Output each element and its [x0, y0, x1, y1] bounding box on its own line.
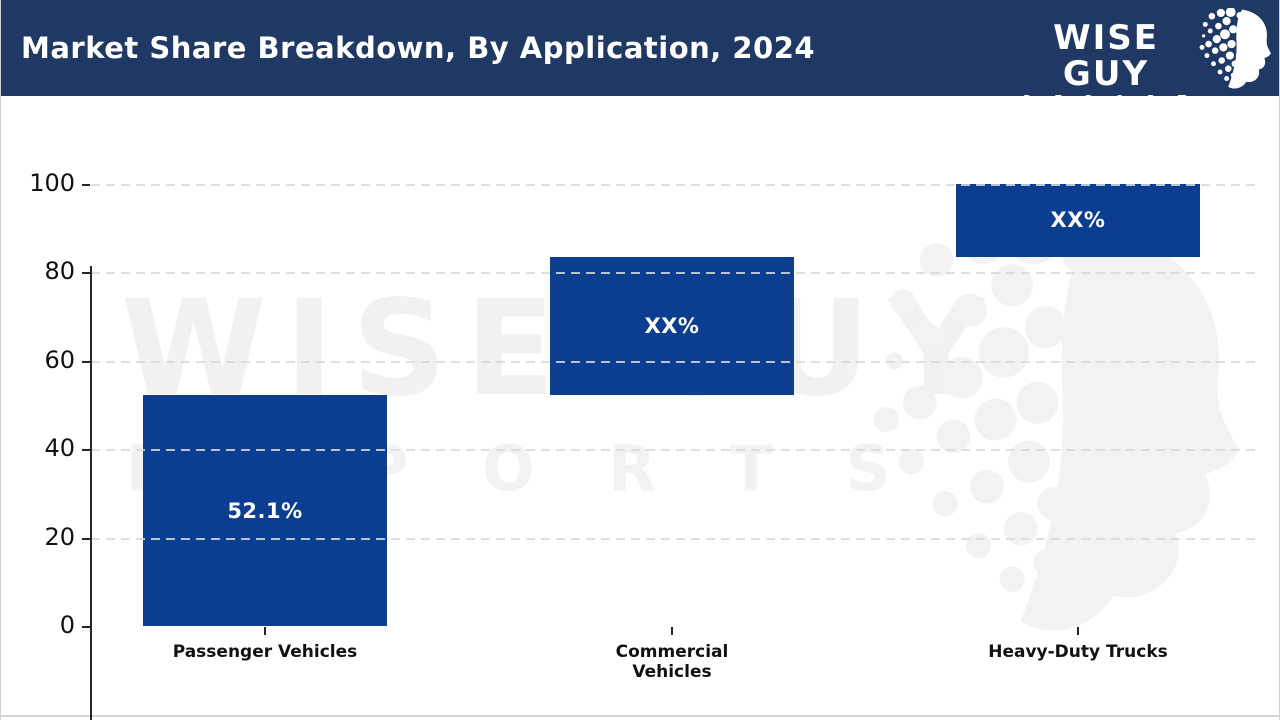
- watermark-face-icon: [873, 218, 1239, 631]
- wiseguy-logo: WISE GUY R E P O R T S: [1017, 8, 1271, 124]
- bar-value-label: XX%: [644, 313, 700, 338]
- y-axis-line: [90, 266, 92, 720]
- logo-subtitle: R E P O R T S: [1023, 94, 1195, 124]
- y-tick-mark-100: [82, 183, 90, 186]
- y-tick-mark-20: [82, 537, 90, 540]
- bar-value-label: 52.1%: [227, 498, 303, 523]
- x-tick-mark-0: [264, 627, 266, 635]
- x-tick-mark-1: [671, 627, 673, 635]
- y-tick-label-40: 40: [44, 434, 75, 462]
- gridline-y20: [91, 537, 1256, 540]
- x-category-label-2: Heavy-Duty Trucks: [988, 642, 1168, 662]
- dotted-face-icon: [1199, 8, 1271, 89]
- x-category-label-1: Commercial Vehicles: [615, 642, 729, 682]
- page-title: Market Share Breakdown, By Application, …: [21, 31, 816, 65]
- bar-value-label: XX%: [1050, 208, 1106, 232]
- y-tick-label-20: 20: [44, 522, 75, 551]
- y-tick-mark-40: [82, 449, 90, 451]
- bar-passenger-vehicles: 52.1%: [143, 395, 387, 626]
- y-tick-label-80: 80: [44, 257, 75, 285]
- bar-commercial-vehicles: XX%: [550, 256, 794, 396]
- gridline-y100: [91, 183, 1256, 186]
- page-bottom-border: [1, 715, 1279, 717]
- y-tick-mark-60: [82, 360, 90, 363]
- gridline-y80: [91, 272, 1256, 274]
- header-band: Market Share Breakdown, By Application, …: [1, 0, 1279, 124]
- gridline-y60: [91, 360, 1256, 363]
- y-tick-label-0: 0: [59, 611, 75, 639]
- bar-heavy-duty-trucks: XX%: [956, 183, 1200, 257]
- logo-wordmark: WISE GUY: [1053, 18, 1159, 94]
- x-category-label-0: Passenger Vehicles: [172, 642, 358, 662]
- y-tick-label-100: 100: [29, 168, 75, 197]
- chart-area: 0 20 40 60 80 100 52.1% XX% XX% Passenger Vehicle…: [1, 96, 1279, 720]
- x-tick-mark-2: [1077, 627, 1079, 635]
- gridline-y40: [91, 449, 1256, 451]
- y-tick-mark-0: [82, 626, 90, 628]
- logo-text: WISE GUY R E P O R T S: [1017, 20, 1195, 124]
- y-tick-label-60: 60: [44, 345, 75, 374]
- y-tick-mark-80: [82, 272, 90, 274]
